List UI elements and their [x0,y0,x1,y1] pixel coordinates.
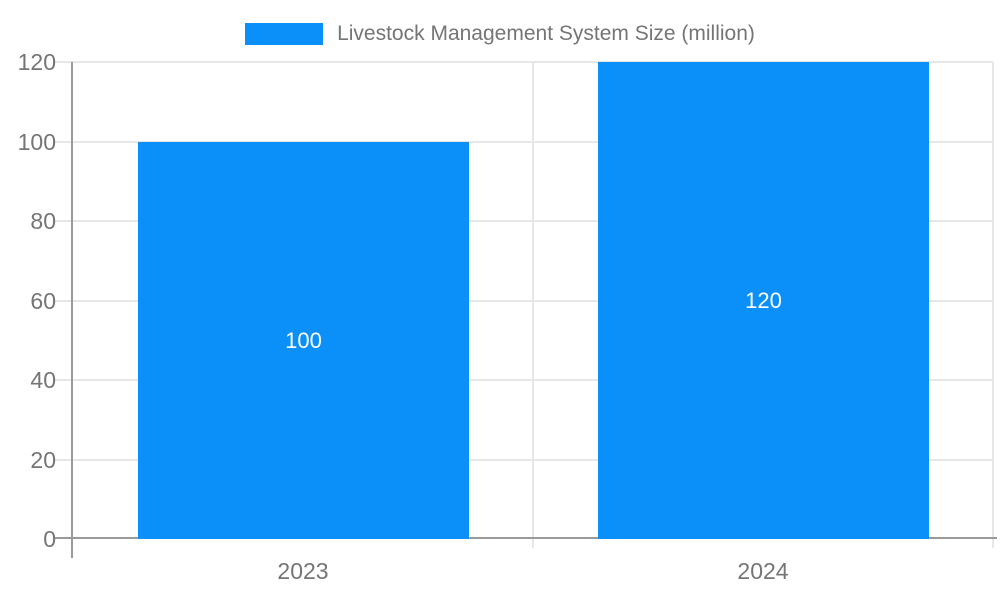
legend-swatch [245,23,324,45]
y-tick-label: 80 [30,208,56,234]
bar: 100 [138,142,469,539]
bar-value-label: 100 [285,327,322,353]
y-tick-label: 40 [30,367,56,393]
y-tick-label: 120 [17,49,56,75]
x-axis-line [55,537,997,539]
y-tick-label: 0 [43,526,56,552]
h-gridline [55,220,993,222]
h-gridline [55,61,993,63]
bar-value-label: 120 [745,287,782,313]
h-gridline [55,458,993,461]
y-tick-label: 20 [30,446,56,473]
legend-label: Livestock Management System Size (millio… [337,22,755,45]
y-tick-label: 100 [17,128,56,155]
legend: Livestock Management System Size (millio… [0,20,1000,48]
h-gridline [55,379,993,381]
h-gridline [55,299,993,302]
h-gridline [55,140,993,143]
y-axis-line [71,62,73,558]
x-tick-label: 2023 [277,558,329,584]
y-tick-label: 60 [30,287,56,314]
bar: 120 [598,62,929,539]
v-gridline [992,62,994,548]
x-tick-label: 2024 [737,558,789,584]
v-gridline [532,62,534,548]
